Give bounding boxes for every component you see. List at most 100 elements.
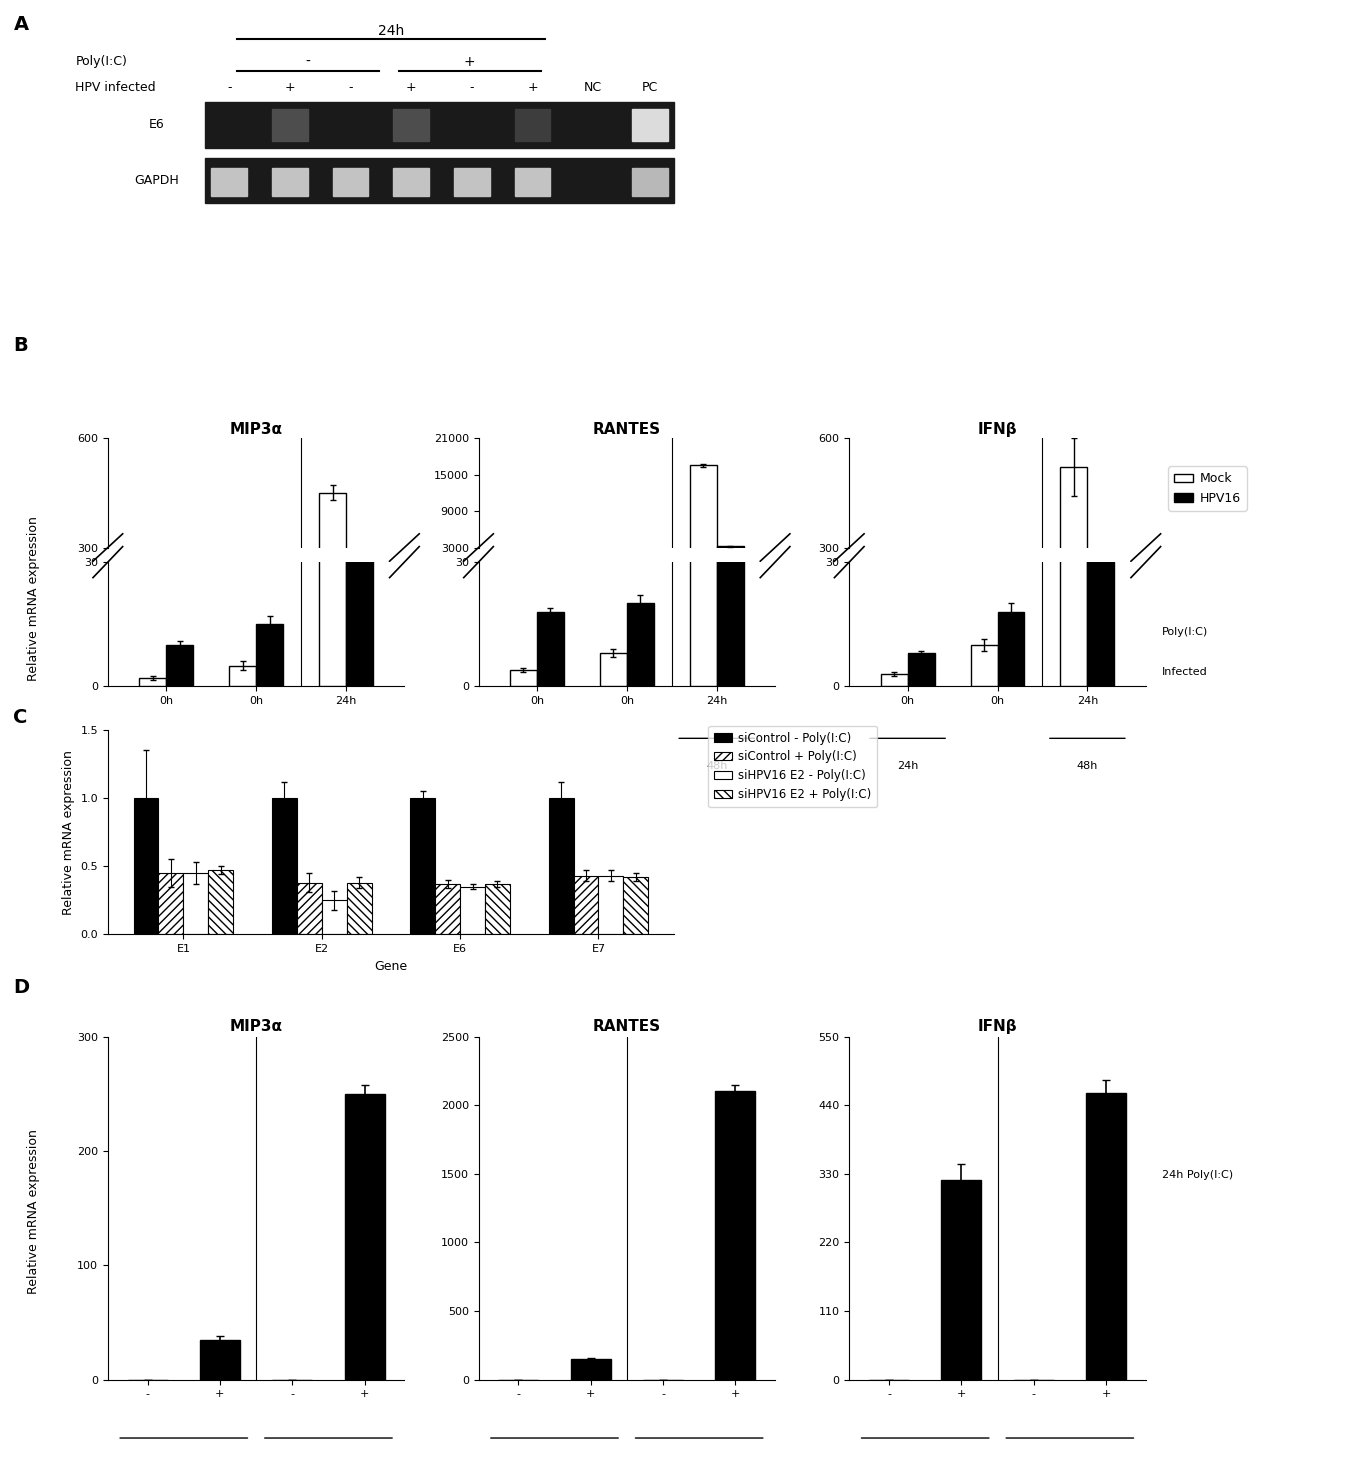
Text: 24h: 24h [155, 761, 177, 771]
Bar [1088, 562, 1115, 686]
Bar [515, 108, 550, 140]
Bar [1088, 645, 1115, 657]
Title: MIP3α: MIP3α [229, 422, 283, 437]
Bar [627, 603, 654, 686]
Bar [971, 645, 998, 686]
Text: -: - [305, 55, 310, 69]
Text: Poly(I:C): Poly(I:C) [1162, 628, 1208, 637]
Text: Relative mRNA expression: Relative mRNA expression [27, 517, 40, 680]
Text: 48h: 48h [706, 761, 728, 771]
Bar [600, 653, 627, 686]
Text: 48h: 48h [336, 761, 357, 771]
Title: MIP3α: MIP3α [229, 1019, 283, 1034]
Bar [346, 314, 373, 686]
Legend: Mock, HPV16: Mock, HPV16 [1169, 466, 1247, 511]
Bar [998, 650, 1024, 657]
Bar [297, 883, 322, 934]
Bar [573, 876, 599, 934]
Text: 24h Poly(I:C): 24h Poly(I:C) [1162, 1171, 1233, 1180]
Bar [510, 670, 537, 686]
Y-axis label: Relative mRNA expression: Relative mRNA expression [62, 750, 75, 914]
Text: -: - [226, 82, 232, 95]
Text: HPV infected: HPV infected [75, 82, 156, 95]
Text: 24h: 24h [526, 761, 547, 771]
Bar [319, 0, 346, 686]
Text: NC: NC [584, 82, 603, 95]
Bar [880, 675, 907, 686]
Bar [907, 653, 934, 686]
Title: RANTES: RANTES [593, 1019, 661, 1034]
Text: +: + [284, 82, 295, 95]
Bar [570, 1359, 611, 1380]
Bar [322, 901, 346, 934]
Title: IFNβ: IFNβ [977, 1019, 1018, 1034]
Bar [941, 1180, 981, 1380]
Bar [717, 546, 744, 565]
Bar [333, 168, 368, 196]
Bar [717, 0, 744, 686]
Bar [166, 653, 193, 657]
Text: 24h: 24h [896, 761, 918, 771]
Text: GAPDH: GAPDH [133, 174, 179, 187]
Bar [229, 666, 256, 686]
Bar [166, 645, 193, 686]
Bar [139, 677, 166, 686]
Bar [229, 656, 256, 657]
Text: -: - [469, 82, 474, 95]
Bar [971, 653, 998, 657]
Bar [599, 876, 623, 934]
Bar [346, 623, 373, 657]
Bar [690, 466, 717, 565]
Text: Infected: Infected [1162, 667, 1208, 676]
Text: 24h: 24h [377, 25, 404, 38]
Bar [205, 158, 674, 203]
Bar [159, 873, 183, 934]
Bar [410, 799, 435, 934]
Bar [212, 168, 247, 196]
Bar [272, 108, 307, 140]
Bar [272, 168, 307, 196]
Bar [623, 877, 648, 934]
Bar [1061, 0, 1088, 686]
Text: -: - [348, 82, 353, 95]
Bar [485, 883, 510, 934]
Bar [515, 168, 550, 196]
Bar [716, 1092, 755, 1380]
Bar [460, 886, 485, 934]
Bar [1061, 467, 1088, 657]
Text: C: C [13, 708, 28, 727]
Bar [209, 870, 233, 934]
Bar [632, 108, 667, 140]
Bar [133, 799, 159, 934]
Bar [256, 651, 283, 657]
Bar [183, 873, 209, 934]
X-axis label: Gene: Gene [375, 959, 407, 972]
Title: RANTES: RANTES [593, 422, 661, 437]
Bar [907, 654, 934, 657]
Bar [1086, 1092, 1126, 1380]
Bar [345, 1094, 384, 1380]
Bar [272, 799, 297, 934]
Text: 48h: 48h [1077, 761, 1099, 771]
Text: +: + [406, 82, 417, 95]
Text: PC: PC [642, 82, 658, 95]
Text: E6: E6 [148, 118, 164, 131]
Bar [537, 612, 563, 686]
Text: D: D [13, 978, 30, 997]
Bar [454, 168, 489, 196]
Bar [435, 883, 460, 934]
Title: IFNβ: IFNβ [977, 422, 1018, 437]
Text: Relative mRNA expression: Relative mRNA expression [27, 1130, 40, 1294]
Legend: siControl - Poly(I:C), siControl + Poly(I:C), siHPV16 E2 - Poly(I:C), siHPV16 E2: siControl - Poly(I:C), siControl + Poly(… [708, 726, 878, 807]
Bar [690, 0, 717, 686]
Bar [394, 108, 429, 140]
Text: +: + [464, 55, 476, 69]
Bar [998, 612, 1024, 686]
Text: +: + [527, 82, 538, 95]
Bar [632, 168, 667, 196]
Bar [205, 102, 674, 147]
Bar [346, 883, 372, 934]
Bar [549, 799, 573, 934]
Text: Poly(I:C): Poly(I:C) [75, 55, 127, 69]
Text: A: A [13, 15, 28, 34]
